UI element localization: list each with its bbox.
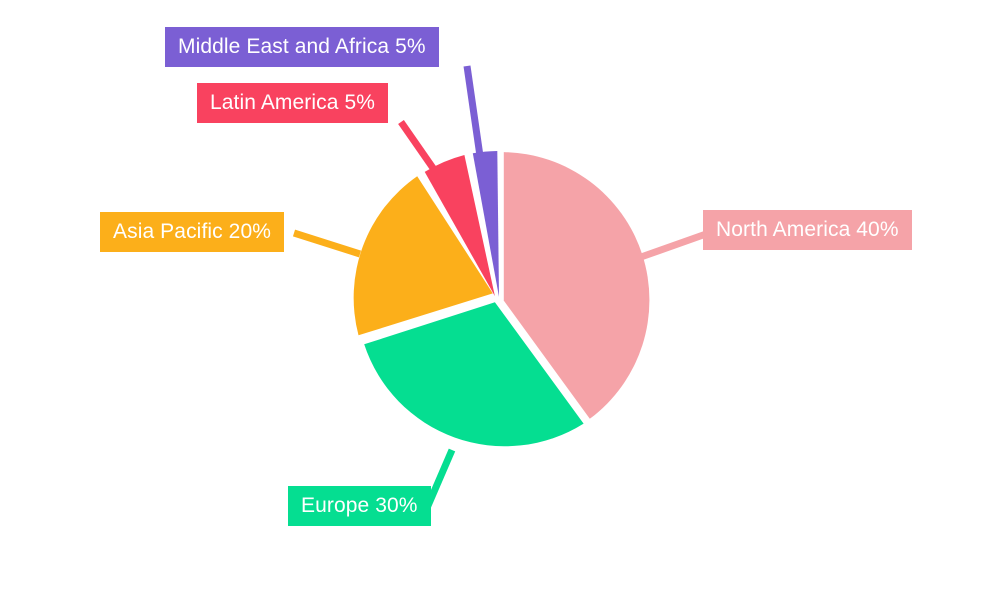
- pie-label-asia-pacific: Asia Pacific 20%: [100, 212, 285, 252]
- pie-slice-latin-america[interactable]: [424, 155, 495, 297]
- pie-slice-north-america[interactable]: [503, 152, 650, 419]
- pie-label-latin-america-text: Latin America 5%: [210, 91, 376, 114]
- pie-label-middle-east-africa: Middle East and Africa 5%: [165, 27, 439, 67]
- pie-label-europe: Europe 30%: [288, 486, 431, 526]
- pie-slice-europe[interactable]: [364, 302, 584, 447]
- pie-label-europe-text: Europe 30%: [301, 494, 418, 517]
- pie-wedges: [353, 151, 650, 447]
- pie-label-middle-east-africa-text: Middle East and Africa 5%: [178, 35, 426, 58]
- leader-line-europe: [423, 448, 456, 510]
- leader-line-middle-east-africa: [463, 65, 485, 164]
- pie-label-north-america-text: North America 40%: [716, 218, 899, 241]
- pie-slice-middle-east-africa[interactable]: [472, 151, 499, 297]
- leader-line-north-america: [639, 230, 708, 261]
- pie-label-north-america: North America 40%: [703, 210, 912, 250]
- pie-label-latin-america: Latin America 5%: [197, 83, 389, 123]
- pie-slice-asia-pacific[interactable]: [353, 176, 493, 336]
- pie-label-asia-pacific-text: Asia Pacific 20%: [113, 220, 272, 243]
- leader-line-asia-pacific: [292, 229, 362, 258]
